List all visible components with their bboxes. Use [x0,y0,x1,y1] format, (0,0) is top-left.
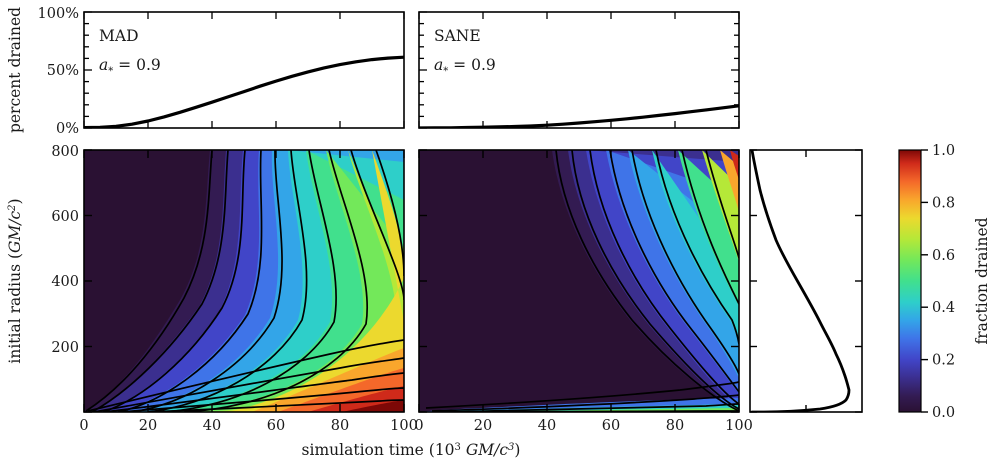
mad-xtick-60: 60 [267,418,285,434]
mad-ytick-200: 200 [51,340,79,356]
mad-spin-symbol: a [99,56,108,74]
mad-ytick-label-100: 100% [38,6,79,22]
sane-heatmap-xticks [418,150,740,412]
sane-percent-drained-curve [419,104,739,128]
xaxis-paren-open: (10 [429,441,455,459]
mad-percent-xticks [83,12,405,128]
mad-ytick-800: 800 [51,144,79,160]
sane-xtick-20: 20 [474,418,492,434]
colorbar-tick-1: 0.2 [932,353,955,369]
initial-radius-unit-exp: 2 [7,204,18,211]
initial-radius-axis-label: initial radius (GM/c2) [6,198,24,363]
radial-distribution-curve [750,150,851,412]
mad-xtick-100: 100 [390,418,418,434]
mad-contour-lines [85,150,404,412]
mad-percent-yticks [84,11,92,129]
panel-mad-heatmap: 200 400 600 800 0 20 40 60 80 100 [51,144,418,434]
mad-heatmap-xticks [83,150,405,412]
mad-xtick-40: 40 [203,418,221,434]
mad-spin-subscript: * [108,66,113,77]
sane-xtick-80: 80 [666,418,684,434]
mad-xtick-0: 0 [79,418,88,434]
xaxis-exp: 3 [455,442,461,453]
colorbar-tick-4: 0.8 [932,195,955,211]
colorbar-tick-0: 0.0 [932,405,955,421]
panel-frame [83,11,405,129]
colorbar-tick-5: 1.0 [932,143,955,159]
sane-heatmap-yticks [419,149,739,413]
xaxis-unit-exp: 3 [508,442,514,453]
mad-ytick-600: 600 [51,209,79,225]
panel-sane-percent-drained: SANE a* = 0.9 [418,11,740,129]
mad-xtick-20: 20 [139,418,157,434]
mad-ytick-400: 400 [51,274,79,290]
colorbar-tick-3: 0.6 [932,248,955,264]
sane-xtick-60: 60 [602,418,620,434]
mad-xtick-80: 80 [331,418,349,434]
colorbar-tick-2: 0.4 [932,300,955,316]
sane-percent-curve-group [419,104,739,128]
percent-drained-axis-label: percent drained [6,7,24,133]
mad-ytick-label-50: 50% [47,63,79,79]
panel-frame [418,11,740,129]
mad-heatmap-yticks [84,149,92,413]
colorbar-axis-label: fraction drained [973,217,991,344]
mad-spin-annotation: a* = 0.9 [99,56,161,77]
xaxis-unit: GM/c [461,441,508,459]
initial-radius-text: initial radius [6,264,24,364]
sane-xtick-0: 0 [414,418,423,434]
sane-spin-symbol: a [434,56,443,74]
sane-contour-lines [425,150,739,412]
panel-sane-heatmap: 0 20 40 60 80 100 [414,149,753,434]
panel-radial-distribution [749,149,863,413]
sane-xtick-40: 40 [538,418,556,434]
sane-xtick-100: 100 [725,418,753,434]
side-panel-yticks [750,149,862,413]
sane-spin-value: = 0.9 [448,56,496,74]
sane-spin-annotation: a* = 0.9 [434,56,496,77]
mad-spin-value: = 0.9 [113,56,161,74]
sane-percent-yticks [419,11,739,129]
xaxis-label-text: simulation time [302,441,424,459]
mad-percent-curve-group [84,55,404,128]
colorbar-ticks [921,149,928,413]
sane-spin-subscript: * [443,66,448,77]
mad-ytick-label-0: 0% [56,121,79,137]
mad-percent-drained-curve [84,55,404,128]
mad-annotation-label: MAD [99,27,139,45]
panel-mad-percent-drained: 0% 50% 100% MAD a* = 0.9 [38,6,405,137]
xaxis-paren-close: ) [514,441,520,459]
sane-percent-xticks [418,12,740,128]
colorbar: 0.0 0.2 0.4 0.6 0.8 1.0 fraction drained [898,143,991,421]
colorbar-gradient [898,149,922,413]
simulation-time-axis-label: simulation time (103 GM/c3) [302,441,521,459]
initial-radius-unit: GM/c [6,210,24,252]
sane-annotation-label: SANE [434,27,481,45]
